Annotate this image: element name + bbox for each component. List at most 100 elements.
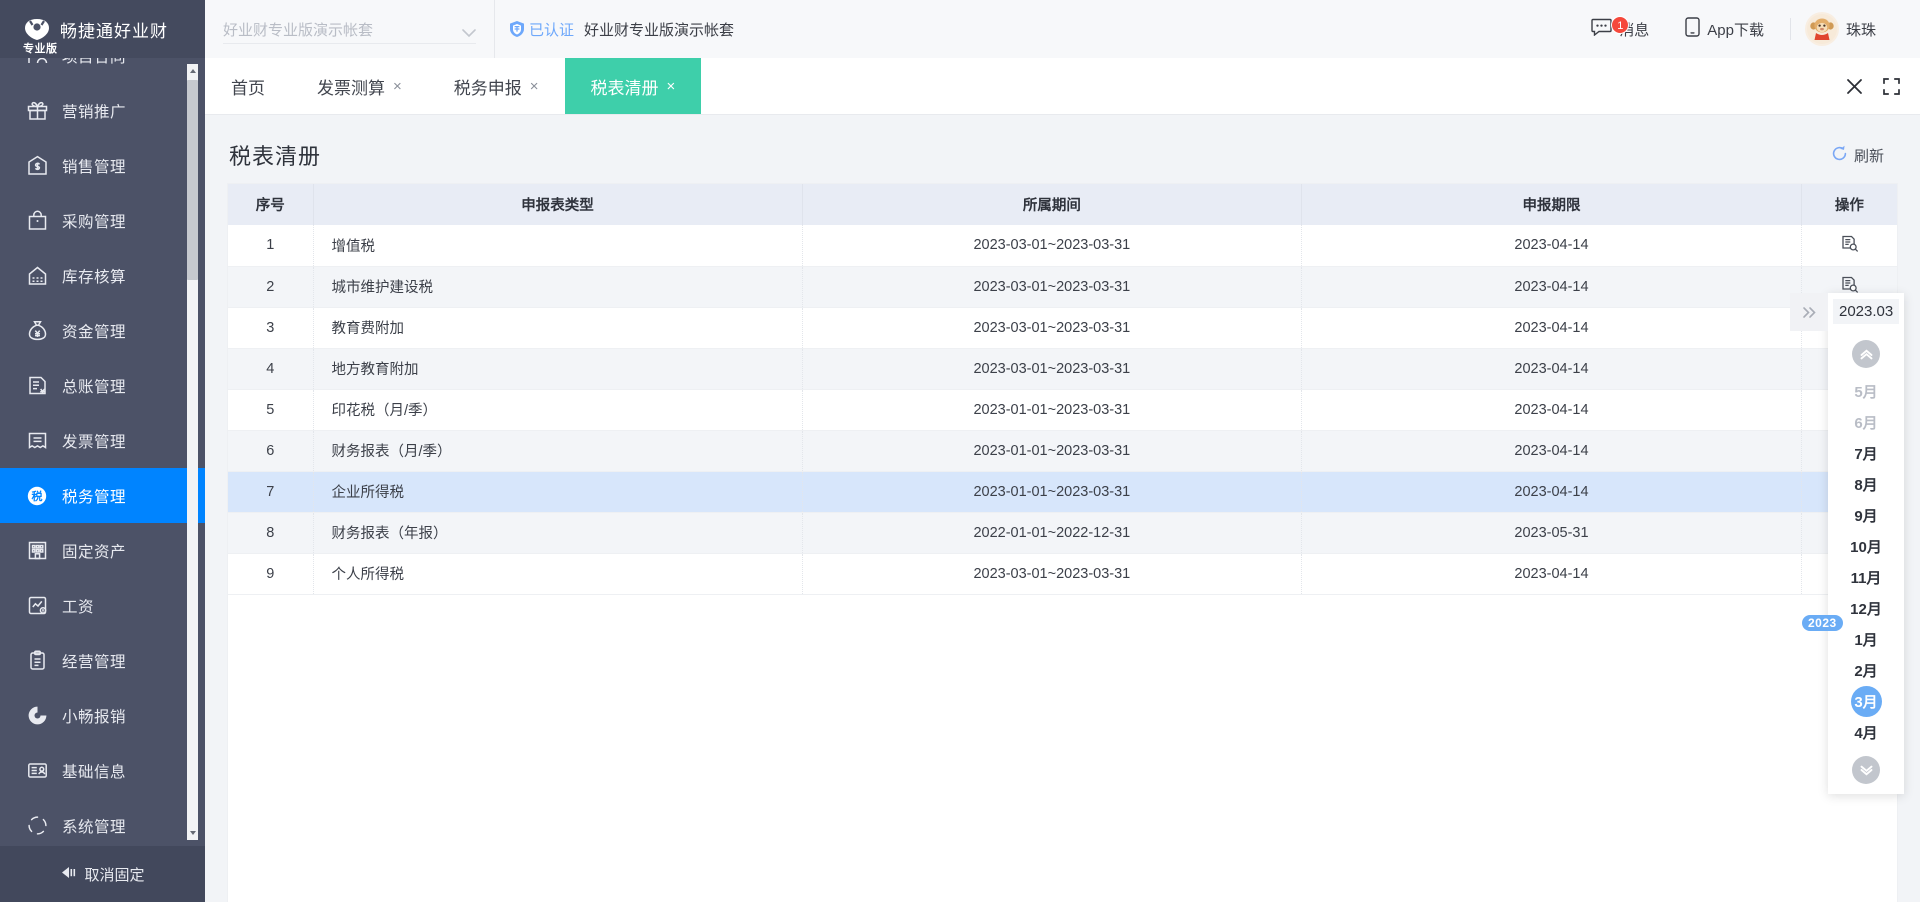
sidebar-item-label: 工资 — [62, 598, 95, 616]
period-scroll-up-button[interactable] — [1852, 340, 1880, 368]
tab-2[interactable]: 税务申报 × — [428, 58, 565, 114]
period-scroll-down-button[interactable] — [1852, 756, 1880, 784]
month-option-11[interactable]: 4月 — [1828, 717, 1904, 748]
table-header-row: 序号 申报表类型 所属期间 申报期限 操作 — [228, 184, 1897, 225]
sidebar-item-12[interactable]: 小畅报销 — [0, 688, 205, 743]
period-month-panel: 2023.03 5月 6月 7月 8月 9月 10月 11月 12月 1月 2023 2月 3月 4月 — [1790, 293, 1904, 794]
table-row[interactable]: 9 个人所得税 2023-03-01~2023-03-31 2023-04-14 — [228, 553, 1897, 595]
account-selector[interactable]: 好业财专业版演示帐套 — [205, 0, 495, 58]
month-option-label: 3月 — [1850, 686, 1882, 717]
sidebar-item-8[interactable]: 税 税务管理 — [0, 468, 205, 523]
sidebar-item-9[interactable]: 固定资产 — [0, 523, 205, 578]
user-name: 珠珠 — [1845, 21, 1876, 39]
month-option-7[interactable]: 12月 — [1828, 593, 1904, 624]
shop-dollar-icon — [26, 155, 48, 177]
cell-report-type: 印花税（月/季） — [313, 389, 803, 431]
tab-close-icon[interactable]: × — [666, 77, 676, 95]
document-search-icon[interactable] — [1841, 276, 1858, 293]
sidebar-item-label: 库存核算 — [62, 268, 127, 286]
sidebar-item-4[interactable]: 库存核算 — [0, 248, 205, 303]
page-header: 税表清册 刷新 — [219, 127, 1906, 183]
cell-deadline: 2023-04-14 — [1301, 348, 1802, 390]
month-option-8[interactable]: 1月 2023 — [1802, 615, 1904, 655]
document-search-icon[interactable] — [1841, 235, 1858, 252]
month-option-5[interactable]: 10月 — [1828, 531, 1904, 562]
month-option-label: 8月 — [1854, 477, 1878, 494]
app-download-button[interactable]: App下载 — [1667, 16, 1782, 42]
sidebar-item-1[interactable]: 营销推广 — [0, 83, 205, 138]
message-bubble-icon — [1591, 18, 1612, 41]
period-panel-collapse-handle[interactable] — [1790, 293, 1828, 331]
fullscreen-button[interactable] — [1876, 58, 1920, 114]
sidebar-item-14[interactable]: 系统管理 — [0, 798, 205, 846]
table-row[interactable]: 3 教育费附加 2023-03-01~2023-03-31 2023-04-14 — [228, 307, 1897, 349]
table-row[interactable]: 4 地方教育附加 2023-03-01~2023-03-31 2023-04-14 — [228, 348, 1897, 390]
cell-period: 2022-01-01~2022-12-31 — [802, 512, 1303, 554]
messages-badge: 1 — [1611, 15, 1630, 34]
cell-index: 1 — [228, 225, 314, 267]
sidebar-item-5[interactable]: 资金管理 — [0, 303, 205, 358]
month-option-10[interactable]: 3月 — [1828, 686, 1904, 717]
sidebar-scroll-up-button[interactable] — [187, 64, 198, 78]
month-option-6[interactable]: 11月 — [1828, 562, 1904, 593]
table-row[interactable]: 5 印花税（月/季） 2023-01-01~2023-03-31 2023-04-14 — [228, 389, 1897, 431]
tab-bar: 首页 发票测算 × 税务申报 × 税表清册 × — [205, 58, 1920, 115]
table-row[interactable]: 7 企业所得税 2023-01-01~2023-03-31 2023-04-14 — [228, 471, 1897, 513]
table-row[interactable]: 8 财务报表（年报） 2022-01-01~2022-12-31 2023-05-31 — [228, 512, 1897, 554]
sidebar-scrollbar-thumb[interactable] — [187, 80, 198, 280]
cell-index: 5 — [228, 389, 314, 431]
user-menu[interactable]: 珠珠 — [1799, 12, 1894, 46]
sidebar-item-6[interactable]: 总账管理 — [0, 358, 205, 413]
column-header-0: 序号 — [228, 184, 314, 225]
company-identity: 已认证 好业财专业版演示帐套 — [495, 0, 734, 58]
tab-0[interactable]: 首页 — [205, 58, 291, 114]
main-content: 首页 发票测算 × 税务申报 × 税表清册 × 税表清册 — [205, 58, 1920, 902]
sidebar-item-3[interactable]: 采购管理 — [0, 193, 205, 248]
cell-deadline: 2023-04-14 — [1301, 266, 1802, 308]
month-option-label: 9月 — [1854, 508, 1878, 525]
month-option-2[interactable]: 7月 — [1828, 438, 1904, 469]
cell-report-type: 财务报表（年报） — [313, 512, 803, 554]
cell-period: 2023-03-01~2023-03-31 — [802, 225, 1303, 267]
table-row[interactable]: 2 城市维护建设税 2023-03-01~2023-03-31 2023-04-14 — [228, 266, 1897, 308]
svg-text:税: 税 — [32, 489, 43, 503]
sidebar-item-0[interactable]: 项目合同 — [0, 58, 205, 83]
sidebar-scrollbar-track[interactable] — [187, 64, 198, 840]
tab-label: 首页 — [231, 78, 265, 98]
month-option-3[interactable]: 8月 — [1828, 469, 1904, 500]
month-option-4[interactable]: 9月 — [1828, 500, 1904, 531]
sidebar-item-7[interactable]: 发票管理 — [0, 413, 205, 468]
month-option-0[interactable]: 5月 — [1828, 376, 1904, 407]
cell-period: 2023-03-01~2023-03-31 — [802, 348, 1303, 390]
month-option-9[interactable]: 2月 — [1828, 655, 1904, 686]
app-body: 项目合同营销推广销售管理采购管理库存核算资金管理总账管理发票管理税 税务管理固定资… — [0, 58, 1920, 902]
sidebar-item-2[interactable]: 销售管理 — [0, 138, 205, 193]
month-option-1[interactable]: 6月 — [1828, 407, 1904, 438]
sidebar-item-13[interactable]: 基础信息 — [0, 743, 205, 798]
tab-close-icon[interactable]: × — [529, 77, 539, 95]
tab-close-icon[interactable]: × — [393, 77, 402, 95]
table-row[interactable]: 6 财务报表（月/季） 2023-01-01~2023-03-31 2023-04-1… — [228, 430, 1897, 472]
month-option-label: 1月 — [1854, 632, 1878, 649]
tab-1[interactable]: 发票测算 × — [291, 58, 428, 114]
refresh-button[interactable]: 刷新 — [1831, 145, 1884, 166]
verified-badge: 已认证 — [509, 19, 574, 40]
shield-verified-icon — [509, 20, 525, 38]
month-option-label: 11月 — [1850, 570, 1882, 587]
app-logo[interactable]: 畅捷通好业财 专业版 — [0, 0, 205, 58]
cell-deadline: 2023-04-14 — [1301, 307, 1802, 349]
sidebar-item-11[interactable]: 经营管理 — [0, 633, 205, 688]
sidebar-unpin-button[interactable]: 取消固定 — [0, 846, 205, 902]
sidebar-item-10[interactable]: 工资 — [0, 578, 205, 633]
table-row[interactable]: 1 增值税 2023-03-01~2023-03-31 2023-04-14 — [228, 225, 1897, 267]
month-option-label: 6月 — [1854, 415, 1878, 432]
tab-3[interactable]: 税表清册 × — [564, 58, 702, 114]
id-card-icon — [26, 760, 48, 782]
money-bag-icon — [26, 320, 48, 342]
close-window-button[interactable] — [1832, 58, 1876, 114]
sidebar-scroll-down-button[interactable] — [187, 826, 198, 840]
cell-actions — [1801, 225, 1897, 267]
messages-button[interactable]: 消息 1 — [1573, 15, 1667, 41]
cell-deadline: 2023-04-14 — [1301, 471, 1802, 513]
sidebar-item-label: 小畅报销 — [62, 708, 127, 726]
